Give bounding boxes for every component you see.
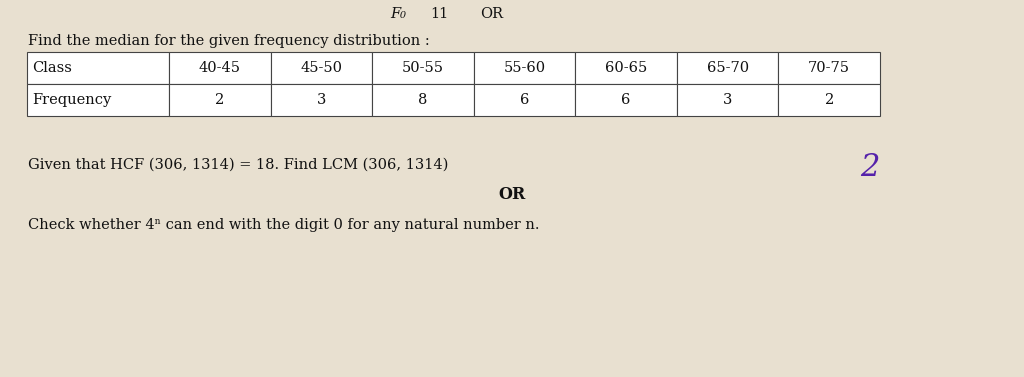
Bar xyxy=(373,84,474,116)
Bar xyxy=(575,84,677,116)
Bar xyxy=(169,52,270,84)
Bar xyxy=(778,52,880,84)
Bar xyxy=(474,84,575,116)
Text: 3: 3 xyxy=(316,93,327,107)
Text: Check whether 4ⁿ can end with the digit 0 for any natural number n.: Check whether 4ⁿ can end with the digit … xyxy=(28,218,540,232)
Text: 40-45: 40-45 xyxy=(199,61,241,75)
Text: 2: 2 xyxy=(215,93,224,107)
Text: 45-50: 45-50 xyxy=(300,61,342,75)
Text: 6: 6 xyxy=(622,93,631,107)
Bar xyxy=(27,52,169,84)
Text: 11: 11 xyxy=(430,7,449,21)
Bar xyxy=(677,52,778,84)
Bar xyxy=(270,84,373,116)
Bar xyxy=(27,84,169,116)
Text: 70-75: 70-75 xyxy=(808,61,850,75)
Text: 60-65: 60-65 xyxy=(605,61,647,75)
Bar xyxy=(373,52,474,84)
Text: 6: 6 xyxy=(520,93,529,107)
Text: Find the median for the given frequency distribution :: Find the median for the given frequency … xyxy=(28,34,430,48)
Bar xyxy=(575,52,677,84)
Text: Frequency: Frequency xyxy=(32,93,112,107)
Text: 2: 2 xyxy=(824,93,834,107)
Bar xyxy=(169,84,270,116)
Text: OR: OR xyxy=(480,7,503,21)
Text: 55-60: 55-60 xyxy=(504,61,546,75)
Text: 3: 3 xyxy=(723,93,732,107)
Text: F₀: F₀ xyxy=(390,7,406,21)
Bar xyxy=(270,52,373,84)
Text: 8: 8 xyxy=(419,93,428,107)
Bar xyxy=(677,84,778,116)
Bar xyxy=(778,84,880,116)
Text: 50-55: 50-55 xyxy=(402,61,444,75)
Text: OR: OR xyxy=(499,186,525,203)
Text: 2: 2 xyxy=(860,152,880,183)
Text: Class: Class xyxy=(32,61,72,75)
Text: 65-70: 65-70 xyxy=(707,61,749,75)
Text: Given that HCF (306, 1314) = 18. Find LCM (306, 1314): Given that HCF (306, 1314) = 18. Find LC… xyxy=(28,158,449,172)
Bar xyxy=(474,52,575,84)
